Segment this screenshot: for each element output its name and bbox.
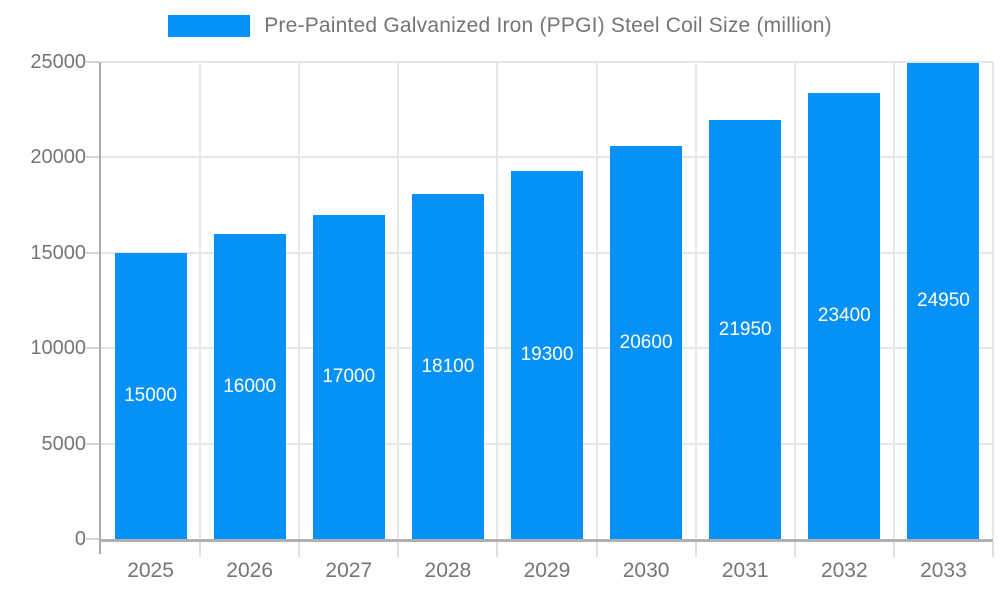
bar-value-label: 15000 [124, 385, 177, 407]
y-axis-tick [86, 347, 99, 350]
x-axis-category-label: 2029 [523, 559, 571, 582]
bar-value-label: 17000 [322, 366, 376, 388]
bar-value-label: 16000 [223, 375, 277, 397]
category-boundary-gridline [496, 62, 499, 539]
bar: 20600 [610, 145, 683, 539]
category-boundary-gridline [397, 62, 400, 539]
bar: 18100 [411, 193, 484, 539]
bar: 23400 [808, 92, 881, 539]
y-axis-tick [86, 156, 99, 159]
x-axis-category-label: 2031 [721, 559, 769, 582]
x-axis-category-label: 2028 [424, 559, 472, 582]
legend-label: Pre-Painted Galvanized Iron (PPGI) Steel… [264, 14, 832, 37]
y-axis-tick [86, 538, 99, 540]
x-axis-tick [992, 542, 994, 557]
x-axis-tick [595, 542, 598, 557]
category-boundary-gridline [595, 62, 598, 539]
bar-value-label: 20600 [619, 331, 673, 353]
x-axis-tick [298, 542, 301, 557]
x-axis-tick [793, 542, 796, 557]
y-axis-tick [86, 251, 99, 254]
category-boundary-gridline [298, 62, 301, 539]
bar-value-label: 24950 [917, 290, 970, 312]
y-gridline [101, 61, 993, 63]
bar: 16000 [213, 233, 286, 539]
x-axis-category-label: 2026 [226, 559, 274, 582]
bar: 15000 [114, 252, 187, 539]
plot-area: 0 5000 10000 15000 20000 25000 15000 16000 17000… [30, 51, 994, 582]
x-axis-category-label: 2025 [127, 559, 174, 582]
y-axis-tick-label: 10000 [30, 337, 86, 360]
category-boundary-gridline [199, 62, 202, 539]
bar: 24950 [907, 62, 980, 539]
x-axis-tick [199, 542, 202, 557]
x-axis-category-label: 2032 [820, 559, 868, 582]
category-boundary-gridline [694, 62, 697, 539]
y-axis-tick-label: 25000 [30, 51, 86, 73]
legend: Pre-Painted Galvanized Iron (PPGI) Steel… [0, 14, 1000, 38]
bar: 21950 [709, 120, 782, 539]
bar-value-label: 19300 [520, 344, 574, 366]
bar-value-label: 18100 [421, 355, 475, 377]
bar-value-label: 23400 [817, 305, 871, 327]
bar-value-label: 21950 [718, 319, 772, 341]
category-boundary-gridline [992, 62, 994, 539]
x-axis-line [99, 539, 993, 542]
legend-swatch [168, 15, 251, 37]
x-axis-category-label: 2030 [622, 559, 670, 582]
y-axis-tick [86, 61, 99, 63]
category-boundary-gridline [793, 62, 796, 539]
x-axis-tick [496, 542, 499, 557]
y-axis-tick-label: 5000 [41, 432, 87, 455]
x-axis-tick [694, 542, 697, 557]
x-axis-category-label: 2027 [325, 559, 373, 582]
category-boundary-gridline [892, 62, 895, 539]
bar: 19300 [510, 170, 584, 539]
x-axis-category-label: 2033 [920, 559, 967, 582]
y-axis-tick-label: 15000 [30, 241, 86, 264]
x-axis-tick [892, 542, 895, 557]
x-axis-tick [397, 542, 400, 557]
y-gridline [101, 156, 993, 159]
y-axis-tick-label: 20000 [30, 146, 86, 169]
y-axis-tick [86, 442, 99, 445]
y-axis-line [99, 62, 101, 554]
y-axis-tick-label: 0 [74, 528, 86, 550]
bar: 17000 [312, 214, 385, 539]
